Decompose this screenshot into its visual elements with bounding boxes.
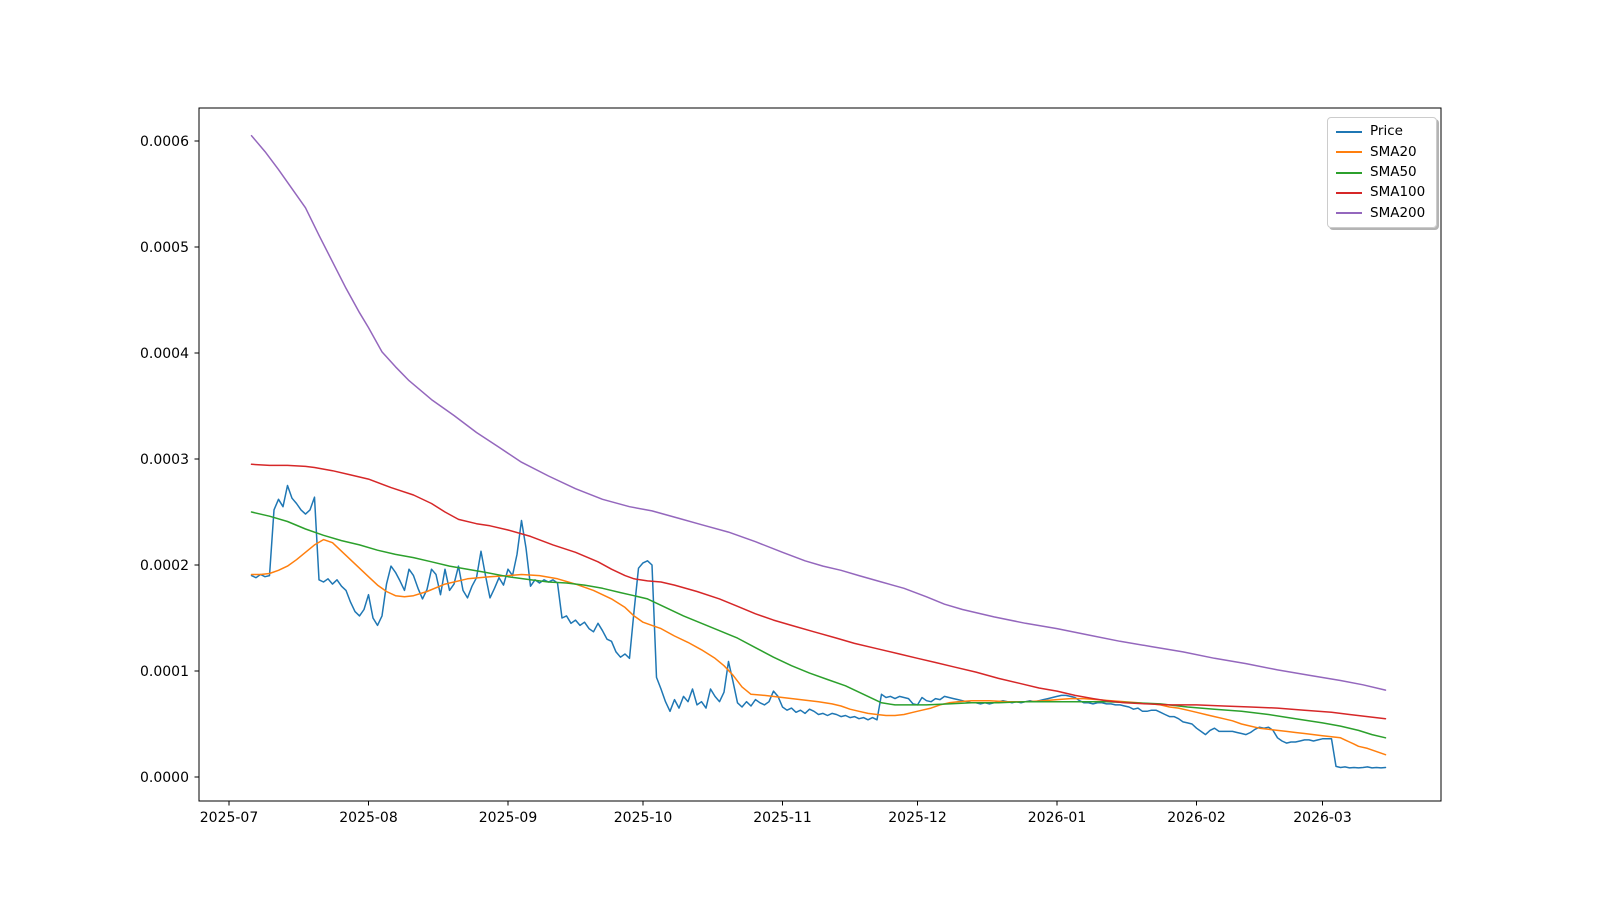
x-tick-label: 2026-02 xyxy=(1167,810,1226,826)
series-line-sma200 xyxy=(250,134,1387,691)
y-tick-label: 0.0001 xyxy=(140,664,189,680)
y-tick-label: 0.0000 xyxy=(140,770,189,786)
legend-item-sma50: SMA50 xyxy=(1336,163,1430,183)
x-tick-label: 2026-01 xyxy=(1028,810,1087,826)
sma20-line-swatch xyxy=(1336,151,1362,154)
y-tick-label: 0.0004 xyxy=(140,346,189,362)
x-tick-label: 2025-10 xyxy=(614,810,673,826)
plot-frame xyxy=(198,107,1442,802)
y-tick-label: 0.0005 xyxy=(140,240,189,256)
sma50-line-swatch xyxy=(1336,171,1362,174)
legend-label-price: Price xyxy=(1370,123,1403,140)
series-line-sma20 xyxy=(250,538,1387,756)
legend-item-price: Price xyxy=(1336,122,1430,142)
x-tick-label: 2025-07 xyxy=(200,810,259,826)
sma200-line-swatch xyxy=(1336,212,1362,215)
x-tick-label: 2026-03 xyxy=(1293,810,1352,826)
x-tick-label: 2025-12 xyxy=(888,810,947,826)
x-tick-label: 2025-08 xyxy=(339,810,398,826)
legend-label-sma100: SMA100 xyxy=(1370,184,1426,201)
legend-item-sma20: SMA20 xyxy=(1336,142,1430,162)
legend-label-sma50: SMA50 xyxy=(1370,163,1417,180)
y-tick-label: 0.0002 xyxy=(140,558,189,574)
x-tick-label: 2025-09 xyxy=(479,810,538,826)
sma100-line-swatch xyxy=(1336,192,1362,195)
x-tick-label: 2025-11 xyxy=(753,810,812,826)
y-tick-label: 0.0006 xyxy=(140,134,189,150)
legend-item-sma200: SMA200 xyxy=(1336,203,1430,223)
legend-label-sma200: SMA200 xyxy=(1370,204,1426,221)
legend-label-sma20: SMA20 xyxy=(1370,143,1417,160)
series-line-sma100 xyxy=(250,463,1387,720)
series-line-sma50 xyxy=(250,511,1387,739)
price-line-swatch xyxy=(1336,131,1362,134)
y-tick-label: 0.0003 xyxy=(140,452,189,468)
legend-item-sma100: SMA100 xyxy=(1336,183,1430,203)
chart-legend: Price SMA20 SMA50 SMA100 SMA200 xyxy=(1327,117,1437,229)
series-line-price xyxy=(250,484,1387,769)
